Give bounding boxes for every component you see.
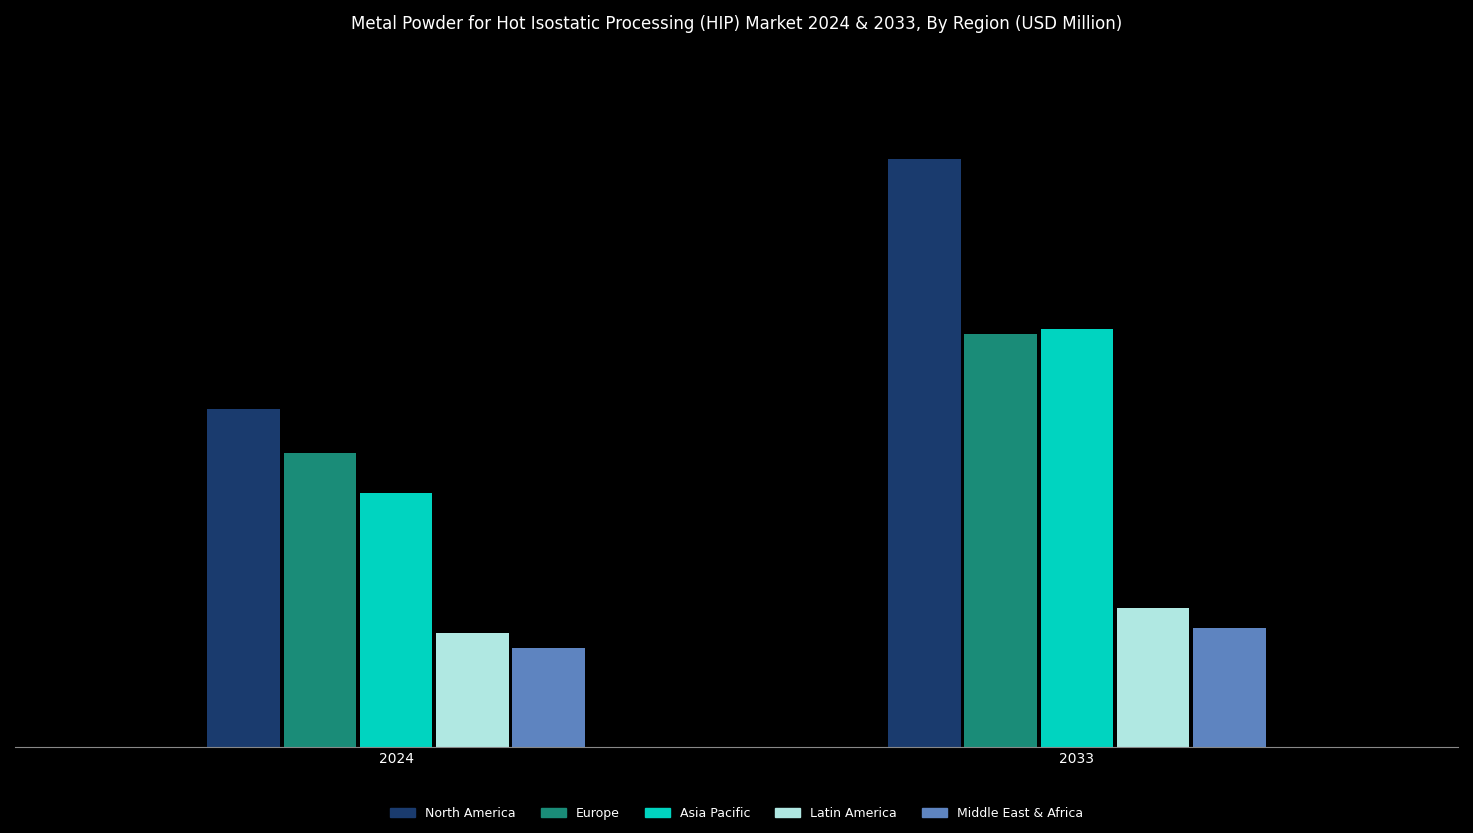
Bar <box>1117 608 1189 747</box>
Bar <box>359 493 433 747</box>
Bar <box>965 334 1037 747</box>
Title: Metal Powder for Hot Isostatic Processing (HIP) Market 2024 & 2033, By Region (U: Metal Powder for Hot Isostatic Processin… <box>351 15 1122 33</box>
Bar <box>1193 628 1265 747</box>
Bar <box>436 633 508 747</box>
Legend: North America, Europe, Asia Pacific, Latin America, Middle East & Africa: North America, Europe, Asia Pacific, Lat… <box>384 801 1089 825</box>
Bar <box>1040 329 1114 747</box>
Bar <box>284 453 356 747</box>
Bar <box>208 408 280 747</box>
Bar <box>888 159 960 747</box>
Bar <box>513 647 585 747</box>
